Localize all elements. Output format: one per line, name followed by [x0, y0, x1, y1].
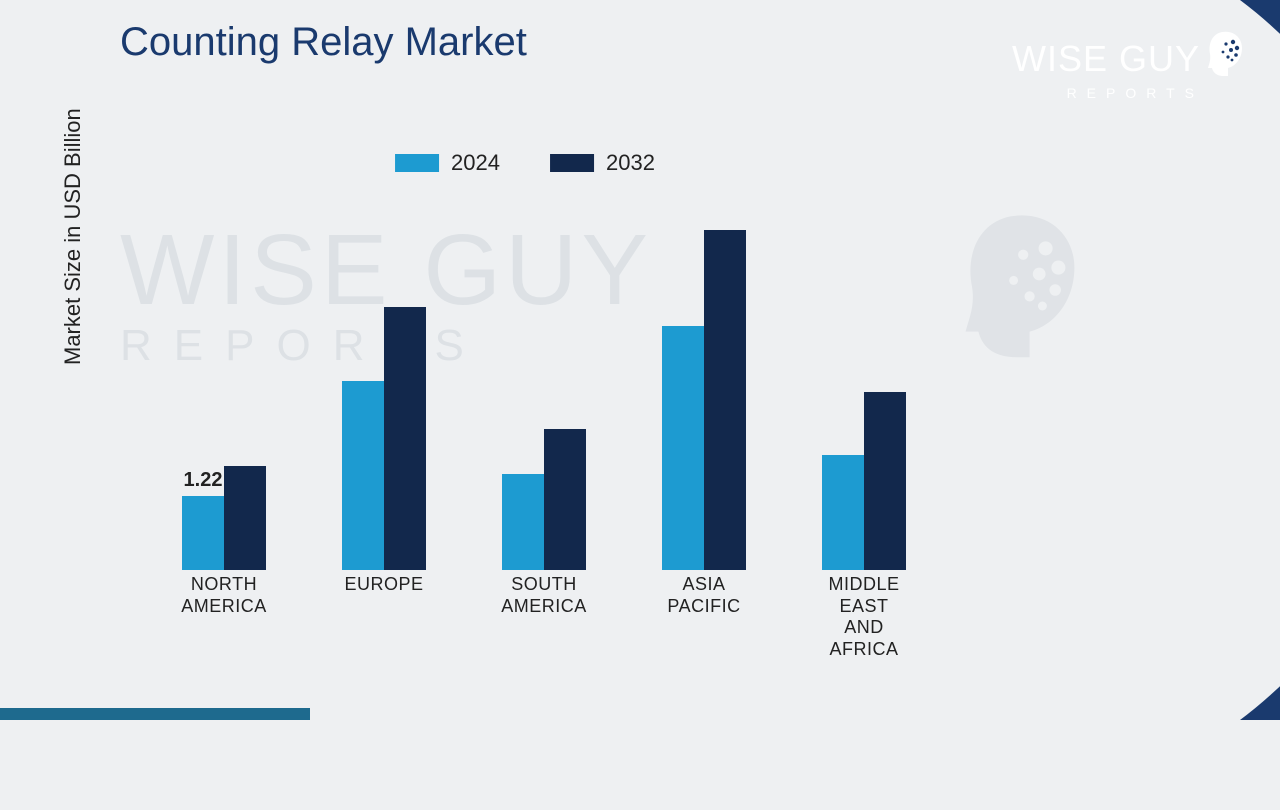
- bar-series-a: [822, 455, 864, 570]
- bar-series-b: [864, 392, 906, 570]
- bar-series-b: [384, 307, 426, 570]
- y-axis-label: Market Size in USD Billion: [60, 108, 86, 365]
- legend-item-2032: 2032: [550, 150, 655, 176]
- legend-swatch-2032: [550, 154, 594, 172]
- brand-tagline: REPORTS: [1012, 85, 1250, 101]
- legend-item-2024: 2024: [395, 150, 500, 176]
- chart-title: Counting Relay Market: [120, 20, 527, 65]
- bar-series-a: [342, 381, 384, 570]
- bottom-accent-strip: [0, 708, 310, 720]
- plot-area: 1.22: [134, 200, 950, 570]
- x-axis-label: EUROPE: [324, 574, 444, 596]
- bar-series-b: [544, 429, 586, 570]
- bar-series-a: [662, 326, 704, 570]
- x-axis-labels: NORTHAMERICA EUROPE SOUTHAMERICA ASIAPACIFI…: [134, 574, 950, 684]
- legend-label-2032: 2032: [606, 150, 655, 176]
- bar-series-a: [502, 474, 544, 570]
- bar-series-b: [704, 230, 746, 570]
- legend-label-2024: 2024: [451, 150, 500, 176]
- brand-head-icon: [1206, 30, 1250, 87]
- bar-value-label: 1.22: [173, 469, 233, 492]
- brand-logo: WISE GUY REPORTS: [1012, 30, 1250, 101]
- x-axis-label: NORTHAMERICA: [164, 574, 284, 617]
- brand-name: WISE GUY: [1012, 38, 1200, 80]
- x-axis-label: ASIAPACIFIC: [644, 574, 764, 617]
- legend: 2024 2032: [395, 150, 655, 176]
- x-axis-label: MIDDLEEASTANDAFRICA: [804, 574, 924, 660]
- legend-swatch-2024: [395, 154, 439, 172]
- x-axis-label: SOUTHAMERICA: [484, 574, 604, 617]
- bar-chart: Market Size in USD Billion 2024 2032 1.2…: [100, 150, 950, 660]
- bar-series-a: [182, 496, 224, 570]
- watermark-head-icon: [959, 210, 1100, 380]
